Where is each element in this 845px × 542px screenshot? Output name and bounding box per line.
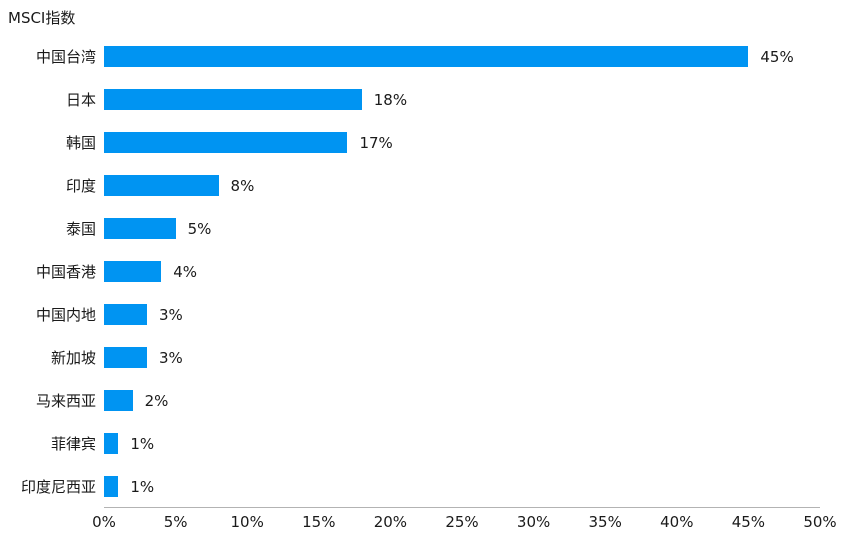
bar <box>104 390 133 411</box>
bar-row: 马来西亚 2% <box>0 379 845 422</box>
bar-track: 8% <box>104 175 820 196</box>
value-label: 8% <box>230 176 255 195</box>
x-tick-label: 45% <box>731 513 766 531</box>
bar-row: 印度 8% <box>0 164 845 207</box>
category-label: 日本 <box>65 91 96 109</box>
category-label: 中国内地 <box>35 306 96 324</box>
bar <box>104 261 162 282</box>
x-tick-label: 30% <box>516 513 551 531</box>
value-label: 1% <box>130 477 155 496</box>
category-label: 中国香港 <box>35 263 96 281</box>
bar-row: 中国内地 3% <box>0 293 845 336</box>
bar-row: 印度尼西亚 1% <box>0 465 845 508</box>
bar-track: 3% <box>104 347 820 368</box>
category-label: 中国台湾 <box>35 48 96 66</box>
x-tick-label: 5% <box>163 513 188 531</box>
value-label: 1% <box>130 434 155 453</box>
category-label: 马来西亚 <box>35 392 96 410</box>
bar-track: 4% <box>104 261 820 282</box>
value-label: 17% <box>359 133 393 152</box>
x-axis-labels: 0% 5% 10% 15% 20% 25% 30% 35% 40% 45% 50% <box>92 513 837 537</box>
bar-track: 45% <box>104 46 820 67</box>
bar <box>104 175 219 196</box>
x-tick-label: 25% <box>445 513 479 531</box>
bar <box>104 476 119 497</box>
chart-title: MSCI指数 <box>8 9 76 27</box>
category-label: 新加坡 <box>50 349 96 367</box>
bar-track: 2% <box>104 390 820 411</box>
bar-row: 韩国 17% <box>0 121 845 164</box>
value-label: 18% <box>373 90 408 109</box>
x-tick-label: 15% <box>302 513 336 531</box>
value-label: 3% <box>158 305 183 324</box>
category-label: 泰国 <box>65 220 96 238</box>
category-label: 印度 <box>65 177 96 195</box>
value-label: 45% <box>760 47 794 66</box>
bar <box>104 46 749 67</box>
category-label: 印度尼西亚 <box>20 478 96 496</box>
bar-row: 新加坡 3% <box>0 336 845 379</box>
category-label: 菲律宾 <box>50 435 96 453</box>
value-label: 5% <box>187 219 212 238</box>
bar-track: 1% <box>104 476 820 497</box>
bar <box>104 89 362 110</box>
bar-track: 5% <box>104 218 820 239</box>
x-tick-label: 0% <box>92 513 116 531</box>
bar-row: 日本 18% <box>0 78 845 121</box>
bar-row: 中国台湾 45% <box>0 35 845 78</box>
bar-row: 菲律宾 1% <box>0 422 845 465</box>
x-tick-label: 35% <box>588 513 622 531</box>
category-label: 韩国 <box>65 134 96 152</box>
bar-rows: 中国台湾 45% 日本 18% 韩国 17% 印度 8% 泰国 5% 中国香港 4% 中国内地 3% 新加坡… <box>0 35 845 508</box>
bar-track: 18% <box>104 89 820 110</box>
bar <box>104 304 147 325</box>
bar-track: 1% <box>104 433 820 454</box>
bar-track: 17% <box>104 132 820 153</box>
x-tick-label: 50% <box>803 513 837 531</box>
bar-track: 3% <box>104 304 820 325</box>
x-tick-label: 40% <box>660 513 694 531</box>
bar <box>104 347 147 368</box>
value-label: 4% <box>173 262 198 281</box>
x-tick-label: 20% <box>373 513 408 531</box>
bar-row: 中国香港 4% <box>0 250 845 293</box>
value-label: 3% <box>158 348 183 367</box>
bar <box>104 132 348 153</box>
x-axis-line <box>104 507 820 508</box>
value-label: 2% <box>144 391 169 410</box>
bar <box>104 218 176 239</box>
x-tick-label: 10% <box>230 513 264 531</box>
bar <box>104 433 119 454</box>
bar-row: 泰国 5% <box>0 207 845 250</box>
